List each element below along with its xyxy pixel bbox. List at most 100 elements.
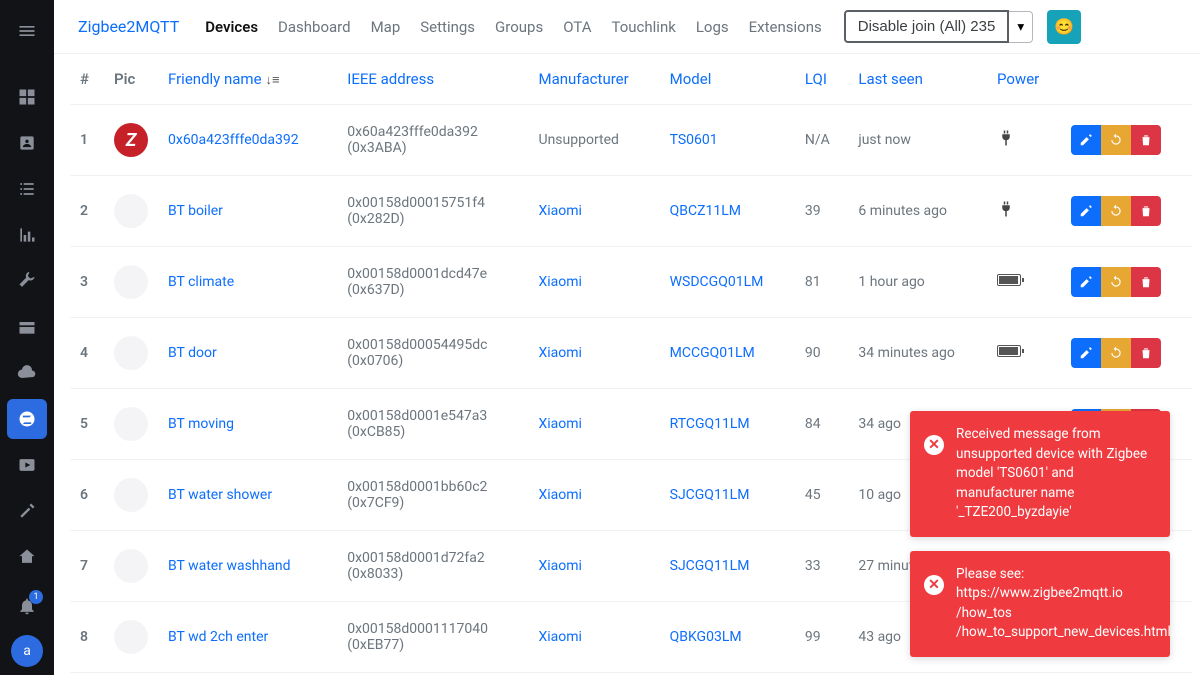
model[interactable]: SJCGQ11LM <box>670 487 750 503</box>
nav-extensions[interactable]: Extensions <box>739 12 832 42</box>
device-pic <box>114 265 148 299</box>
friendly-name[interactable]: 0x60a423fffe0da392 <box>168 132 299 148</box>
col-lqi[interactable]: LQI <box>795 54 848 105</box>
manufacturer[interactable]: Xiaomi <box>539 558 582 574</box>
list-icon[interactable] <box>7 169 47 209</box>
delete-button[interactable] <box>1131 338 1161 368</box>
theme-button[interactable]: 😊 <box>1047 10 1081 44</box>
ieee-address: 0x00158d0001e547a3 <box>347 408 518 424</box>
model[interactable]: QBKG03LM <box>670 629 742 645</box>
edit-button[interactable] <box>1071 196 1101 226</box>
ieee-short: (0x3ABA) <box>347 140 518 156</box>
notifications-icon[interactable]: 1 <box>7 586 47 626</box>
nav-groups[interactable]: Groups <box>485 12 553 42</box>
ieee-address: 0x00158d00054495dc <box>347 337 518 353</box>
chart-icon[interactable] <box>7 215 47 255</box>
friendly-name[interactable]: BT wd 2ch enter <box>168 629 268 645</box>
lqi: 90 <box>795 318 848 389</box>
manufacturer[interactable]: Xiaomi <box>539 487 582 503</box>
toast-message: Please see: https://www.zigbee2mqtt.io /… <box>956 565 1174 643</box>
device-pic <box>114 620 148 654</box>
toast-error[interactable]: ✕ Please see: https://www.zigbee2mqtt.io… <box>910 551 1170 657</box>
cloud-icon[interactable] <box>7 353 47 393</box>
friendly-name[interactable]: BT moving <box>168 416 234 432</box>
person-icon[interactable] <box>7 123 47 163</box>
model[interactable]: MCCGQ01LM <box>670 345 755 361</box>
brand[interactable]: Zigbee2MQTT <box>78 17 179 36</box>
edit-button[interactable] <box>1071 125 1101 155</box>
toast-container: ✕ Received message from unsupported devi… <box>910 411 1170 657</box>
ieee-address: 0x00158d00015751f4 <box>347 195 518 211</box>
col-mfr[interactable]: Manufacturer <box>529 54 660 105</box>
friendly-name[interactable]: BT climate <box>168 274 234 290</box>
nav-ota[interactable]: OTA <box>553 12 601 42</box>
col-num: # <box>70 54 104 105</box>
sync-button[interactable] <box>1101 338 1131 368</box>
manufacturer[interactable]: Xiaomi <box>539 203 582 219</box>
device-pic <box>114 478 148 512</box>
device-pic <box>114 549 148 583</box>
sync-button[interactable] <box>1101 196 1131 226</box>
delete-button[interactable] <box>1131 196 1161 226</box>
nav-dashboard[interactable]: Dashboard <box>268 12 361 42</box>
nav-devices[interactable]: Devices <box>195 12 268 42</box>
ieee-short: (0x0706) <box>347 353 518 369</box>
toast-error[interactable]: ✕ Received message from unsupported devi… <box>910 411 1170 537</box>
model[interactable]: QBCZ11LM <box>670 203 741 219</box>
friendly-name[interactable]: BT boiler <box>168 203 223 219</box>
row-number: 2 <box>70 176 104 247</box>
sync-button[interactable] <box>1101 267 1131 297</box>
sort-icon: ↓≡ <box>266 73 280 88</box>
overview-icon[interactable] <box>7 77 47 117</box>
nav-touchlink[interactable]: Touchlink <box>601 12 685 42</box>
col-name[interactable]: Friendly name↓≡ <box>158 54 337 105</box>
manufacturer[interactable]: Xiaomi <box>539 345 582 361</box>
friendly-name[interactable]: BT water washhand <box>168 558 290 574</box>
last-seen: just now <box>848 105 987 176</box>
edit-button[interactable] <box>1071 267 1101 297</box>
lqi: 45 <box>795 460 848 531</box>
col-ieee[interactable]: IEEE address <box>337 54 528 105</box>
close-icon[interactable]: ✕ <box>924 435 944 455</box>
col-power[interactable]: Power <box>987 54 1061 105</box>
edit-button[interactable] <box>1071 338 1101 368</box>
plug-icon <box>997 203 1015 222</box>
lqi: 99 <box>795 602 848 673</box>
model[interactable]: SJCGQ11LM <box>670 558 750 574</box>
disable-join-button[interactable]: Disable join (All) 235 <box>844 10 1010 43</box>
ieee-address: 0x00158d0001dcd47e <box>347 266 518 282</box>
zigbee-icon[interactable] <box>7 399 47 439</box>
manufacturer[interactable]: Xiaomi <box>539 629 582 645</box>
nav-settings[interactable]: Settings <box>410 12 485 42</box>
ieee-address: 0x60a423fffe0da392 <box>347 124 518 140</box>
manufacturer[interactable]: Xiaomi <box>539 416 582 432</box>
toast-message: Received message from unsupported device… <box>956 425 1154 523</box>
friendly-name[interactable]: BT door <box>168 345 217 361</box>
row-number: 1 <box>70 105 104 176</box>
delete-button[interactable] <box>1131 125 1161 155</box>
ieee-address: 0x00158d0001117040 <box>347 621 518 637</box>
media-icon[interactable] <box>7 445 47 485</box>
model[interactable]: TS0601 <box>670 132 718 148</box>
automation-icon[interactable] <box>7 537 47 577</box>
wrench-icon[interactable] <box>7 261 47 301</box>
friendly-name[interactable]: BT water shower <box>168 487 272 503</box>
devtools-icon[interactable] <box>7 491 47 531</box>
lqi: 39 <box>795 176 848 247</box>
manufacturer[interactable]: Xiaomi <box>539 274 582 290</box>
nav-logs[interactable]: Logs <box>686 12 739 42</box>
nav-map[interactable]: Map <box>361 12 411 42</box>
row-number: 7 <box>70 531 104 602</box>
sync-button[interactable] <box>1101 125 1131 155</box>
hamburger-icon[interactable] <box>7 11 47 51</box>
model[interactable]: WSDCGQ01LM <box>670 274 764 290</box>
lqi: 33 <box>795 531 848 602</box>
close-icon[interactable]: ✕ <box>924 575 944 595</box>
col-model[interactable]: Model <box>660 54 795 105</box>
col-seen[interactable]: Last seen <box>848 54 987 105</box>
delete-button[interactable] <box>1131 267 1161 297</box>
model[interactable]: RTCGQ11LM <box>670 416 750 432</box>
avatar[interactable]: a <box>11 635 43 667</box>
join-dropdown[interactable]: ▾ <box>1009 11 1033 43</box>
hacs-icon[interactable] <box>7 307 47 347</box>
